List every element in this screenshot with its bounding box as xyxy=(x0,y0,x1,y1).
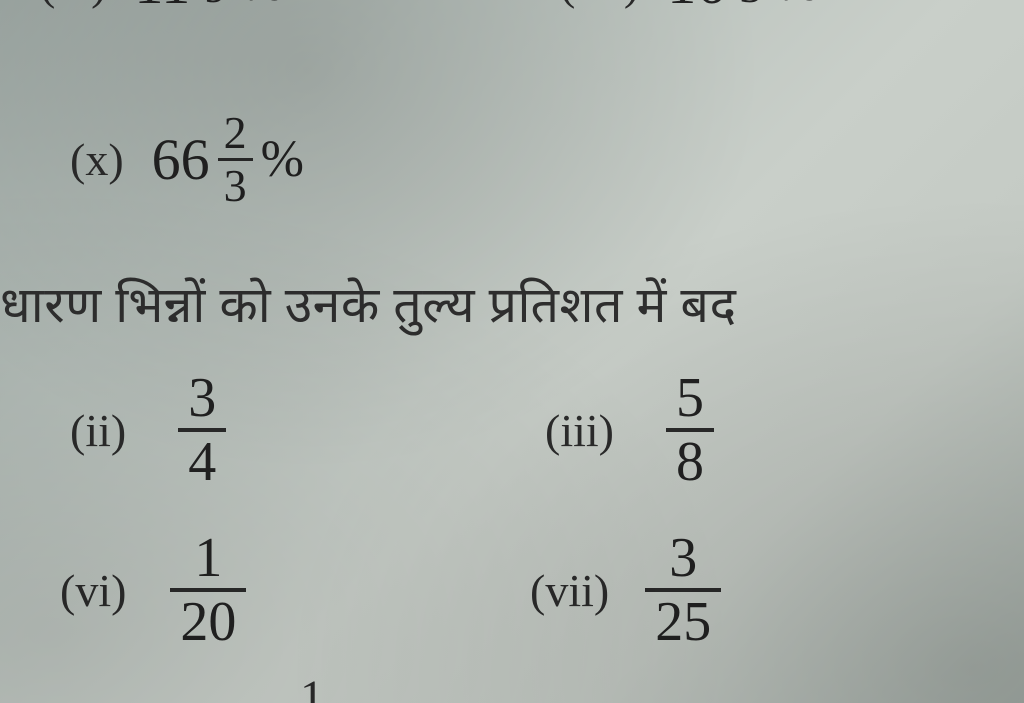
expr: 16 3 % xyxy=(667,0,819,13)
item-vi-top: (vi) 11 9 % xyxy=(40,0,285,13)
percent-sign: % xyxy=(776,0,819,13)
section-heading: धारण भिन्नों को उनके तुल्य प्रतिशत में ब… xyxy=(0,278,737,343)
whole-part: 16 xyxy=(667,0,725,13)
fraction: 2 3 xyxy=(218,110,253,209)
fraction: 5 8 xyxy=(666,370,714,490)
numerator: 3 xyxy=(659,530,707,588)
expr: 11 9 % xyxy=(134,0,284,13)
roman-label: (vi) xyxy=(60,564,126,617)
fraction: 3 4 xyxy=(178,370,226,490)
fraction: 1 20 xyxy=(170,530,246,650)
percent-sign: % xyxy=(261,130,304,189)
expr: 66 2 3 % xyxy=(152,110,304,209)
item-x: (x) 66 2 3 % xyxy=(70,110,304,209)
item-vii-top: (vii) 16 3 % xyxy=(560,0,820,13)
roman-label: (vi) xyxy=(40,0,106,10)
item-vii-q: (vii) 3 25 xyxy=(530,530,725,650)
denominator: 4 xyxy=(178,428,226,490)
whole-part: 66 xyxy=(152,131,210,189)
item-iii: (iii) 5 8 xyxy=(545,370,718,490)
denominator: 3 xyxy=(218,158,253,209)
roman-label: (vii) xyxy=(560,0,639,10)
fraction: 3 25 xyxy=(645,530,721,650)
page-root: (vi) 11 9 % (vii) 16 3 % (x) 66 2 3 xyxy=(0,0,1024,703)
denominator: 9 xyxy=(198,0,233,10)
expr: 1 20 xyxy=(166,530,250,650)
denominator: 25 xyxy=(645,588,721,650)
item-ii: (ii) 3 4 xyxy=(70,370,230,490)
roman-label: (x) xyxy=(70,133,124,186)
denominator: 8 xyxy=(666,428,714,490)
whole-part: 11 xyxy=(134,0,190,13)
numerator: 1 xyxy=(184,530,232,588)
fraction: 9 xyxy=(198,0,233,10)
numerator: 3 xyxy=(178,370,226,428)
expr: 5 8 xyxy=(662,370,718,490)
roman-label: (ii) xyxy=(70,404,126,457)
numerator: 2 xyxy=(218,110,253,158)
fraction: 3 xyxy=(733,0,768,10)
numerator: 5 xyxy=(666,370,714,428)
denominator: 20 xyxy=(170,588,246,650)
stray-digit: 1 xyxy=(300,670,324,703)
expr: 3 25 xyxy=(641,530,725,650)
item-vi-q: (vi) 1 20 xyxy=(60,530,250,650)
expr: 3 4 xyxy=(174,370,230,490)
roman-label: (vii) xyxy=(530,564,609,617)
denominator: 3 xyxy=(733,0,768,10)
roman-label: (iii) xyxy=(545,404,614,457)
percent-sign: % xyxy=(241,0,284,13)
